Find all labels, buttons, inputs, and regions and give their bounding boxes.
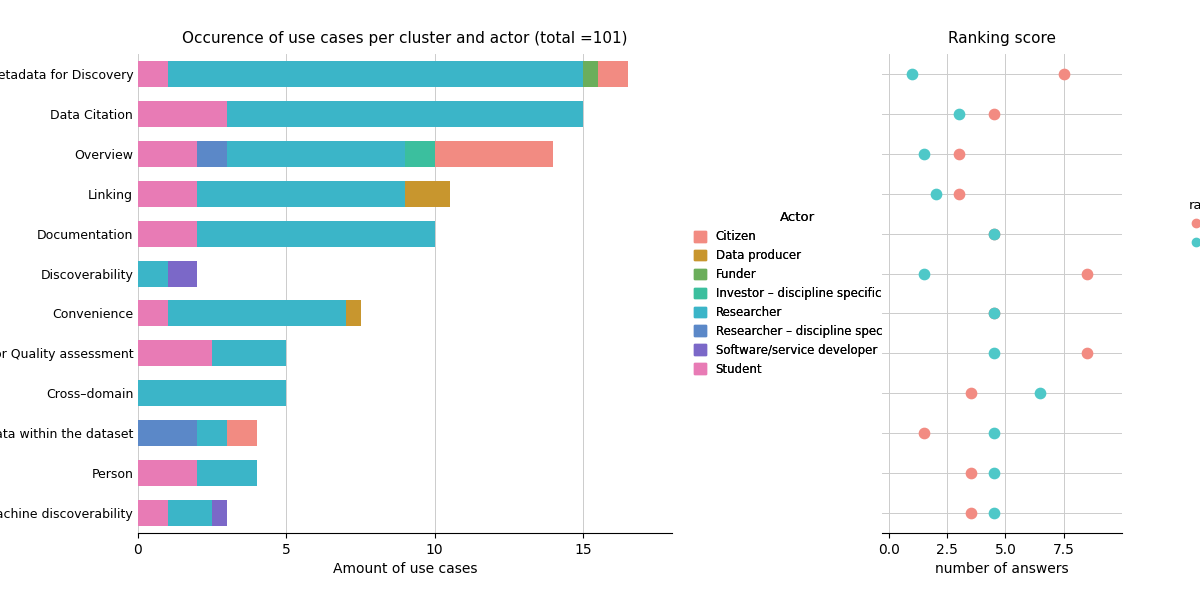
- Bar: [138, 101, 227, 127]
- Bar: [138, 301, 168, 326]
- Bar: [406, 141, 434, 167]
- Point: [1054, 69, 1073, 78]
- Bar: [168, 301, 346, 326]
- Bar: [138, 261, 168, 286]
- Point: [902, 69, 922, 78]
- Legend: high, low: high, low: [1180, 194, 1200, 254]
- Point: [914, 269, 934, 279]
- Bar: [138, 181, 197, 207]
- Bar: [138, 460, 197, 486]
- Point: [984, 308, 1003, 318]
- Point: [949, 149, 968, 159]
- Point: [984, 229, 1003, 238]
- Point: [984, 509, 1003, 518]
- Point: [949, 109, 968, 119]
- Bar: [227, 141, 406, 167]
- Bar: [197, 460, 257, 486]
- Bar: [227, 420, 257, 446]
- Bar: [212, 500, 227, 526]
- Point: [1078, 269, 1097, 279]
- X-axis label: number of answers: number of answers: [935, 562, 1069, 576]
- Bar: [138, 220, 197, 247]
- Bar: [168, 261, 197, 286]
- Bar: [197, 220, 434, 247]
- Bar: [434, 141, 553, 167]
- Bar: [138, 420, 197, 446]
- Bar: [583, 61, 598, 87]
- Bar: [138, 340, 212, 367]
- Bar: [168, 61, 583, 87]
- Point: [961, 468, 980, 478]
- Point: [984, 308, 1003, 318]
- Bar: [598, 61, 628, 87]
- Bar: [227, 101, 583, 127]
- Bar: [197, 420, 227, 446]
- Bar: [138, 380, 287, 406]
- Point: [984, 349, 1003, 358]
- Bar: [168, 500, 212, 526]
- Point: [1031, 389, 1050, 398]
- Bar: [212, 340, 287, 367]
- Point: [984, 229, 1003, 238]
- Bar: [138, 61, 168, 87]
- Title: Occurence of use cases per cluster and actor (total =101): Occurence of use cases per cluster and a…: [182, 31, 628, 46]
- Point: [949, 189, 968, 198]
- Point: [984, 468, 1003, 478]
- Bar: [138, 141, 197, 167]
- Point: [961, 389, 980, 398]
- Point: [984, 109, 1003, 119]
- Point: [926, 189, 946, 198]
- Legend: Citizen, Data producer, Funder, Investor – discipline specific, Researcher, Rese: Citizen, Data producer, Funder, Investor…: [689, 205, 905, 382]
- Point: [1078, 349, 1097, 358]
- Point: [914, 428, 934, 438]
- Bar: [406, 181, 450, 207]
- Bar: [138, 500, 168, 526]
- Point: [984, 428, 1003, 438]
- X-axis label: Amount of use cases: Amount of use cases: [332, 562, 478, 576]
- Title: Ranking score: Ranking score: [948, 31, 1056, 46]
- Bar: [346, 301, 360, 326]
- Bar: [197, 181, 406, 207]
- Bar: [197, 141, 227, 167]
- Point: [961, 509, 980, 518]
- Point: [914, 149, 934, 159]
